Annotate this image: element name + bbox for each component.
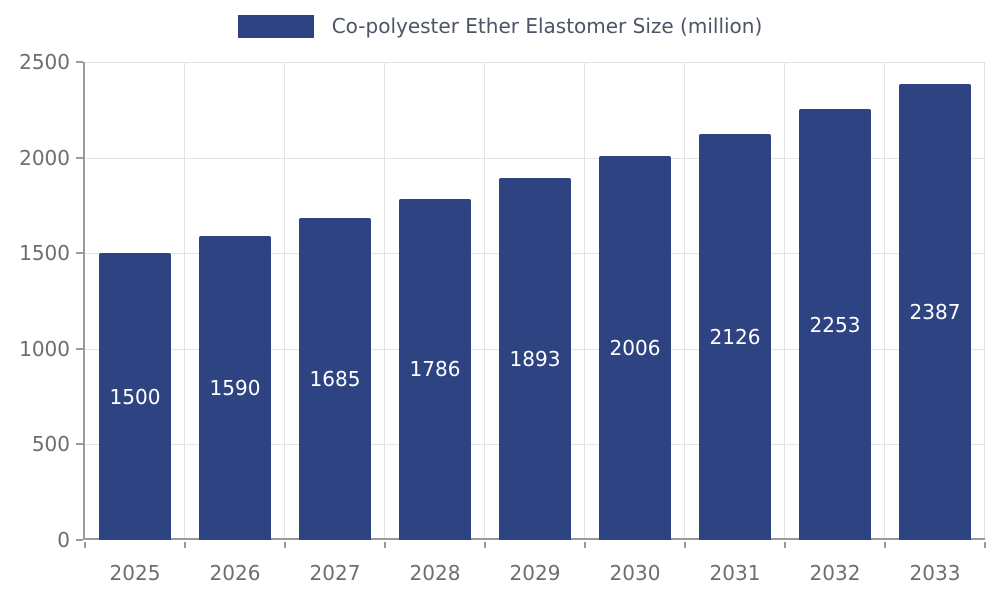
bar[interactable]	[299, 217, 371, 540]
x-axis-tick	[184, 542, 186, 548]
x-axis-tick	[684, 542, 686, 548]
bar-value-label: 1893	[509, 347, 561, 372]
x-axis-tick	[584, 542, 586, 548]
x-axis-tick	[84, 542, 86, 548]
chart-legend[interactable]: Co-polyester Ether Elastomer Size (milli…	[0, 14, 1000, 38]
y-axis-tick-label: 1500	[19, 241, 70, 266]
y-axis-tick	[76, 252, 83, 255]
x-axis-tick-label: 2030	[609, 561, 661, 585]
x-axis-tick	[784, 542, 786, 548]
bar-value-label: 2006	[609, 336, 661, 361]
bar-value-label: 2387	[909, 299, 961, 324]
x-axis-tick-label: 2025	[109, 561, 161, 585]
x-axis-tick-label: 2032	[809, 561, 861, 585]
bar-value-label: 2253	[809, 312, 861, 337]
y-axis-tick	[76, 156, 83, 159]
bar[interactable]	[699, 133, 771, 540]
y-axis-line	[83, 62, 85, 540]
legend-label: Co-polyester Ether Elastomer Size (milli…	[331, 14, 763, 38]
gridline-vertical	[984, 62, 985, 540]
y-axis-tick-label: 500	[31, 432, 70, 457]
plot-area: 0 500 1000 1500 2000 2500 1500 2025 1590 2026 1685…	[19, 50, 986, 585]
y-axis-tick-label: 0	[57, 528, 70, 552]
y-axis-tick-label: 2500	[19, 50, 70, 74]
x-axis-tick-label: 2031	[709, 561, 761, 585]
x-axis-tick	[384, 542, 386, 548]
bar[interactable]	[799, 109, 871, 540]
x-axis-tick-label: 2027	[309, 561, 361, 585]
x-axis-tick	[884, 542, 886, 548]
y-axis-tick-label: 2000	[19, 145, 70, 170]
y-axis-tick	[76, 347, 83, 350]
x-axis-tick	[284, 542, 286, 548]
x-axis-tick-label: 2029	[509, 561, 561, 585]
bar[interactable]	[899, 83, 971, 540]
y-axis-tick-label: 1000	[19, 336, 70, 361]
legend-swatch-icon	[237, 14, 314, 38]
gridline-vertical	[884, 62, 885, 540]
x-axis-tick	[484, 542, 486, 548]
bar-value-label: 1786	[409, 357, 461, 382]
x-axis-tick-label: 2028	[409, 561, 461, 585]
gridline-vertical	[284, 62, 285, 540]
gridline-vertical	[384, 62, 385, 540]
bar[interactable]	[99, 253, 171, 540]
bar[interactable]	[199, 236, 271, 540]
gridline-vertical	[784, 62, 785, 540]
y-axis-tick	[76, 539, 83, 541]
bar[interactable]	[599, 156, 671, 540]
bar-value-label: 1500	[109, 384, 161, 409]
bar[interactable]	[499, 178, 571, 540]
bar-value-label: 1685	[309, 366, 361, 391]
gridline-vertical	[684, 62, 685, 540]
bar-value-label: 1590	[209, 375, 261, 400]
y-axis-tick	[76, 443, 83, 446]
y-axis-tick	[76, 61, 83, 63]
gridline-horizontal	[85, 157, 985, 159]
x-axis-tick-label: 2033	[909, 561, 961, 585]
x-axis-tick	[984, 542, 986, 548]
gridline-vertical	[484, 62, 485, 540]
gridline-vertical	[184, 62, 185, 540]
x-axis-tick-label: 2026	[209, 561, 261, 585]
gridline-vertical	[584, 62, 585, 540]
bar-value-label: 2126	[709, 324, 761, 349]
bar[interactable]	[399, 198, 471, 540]
gridline-horizontal	[85, 62, 985, 63]
